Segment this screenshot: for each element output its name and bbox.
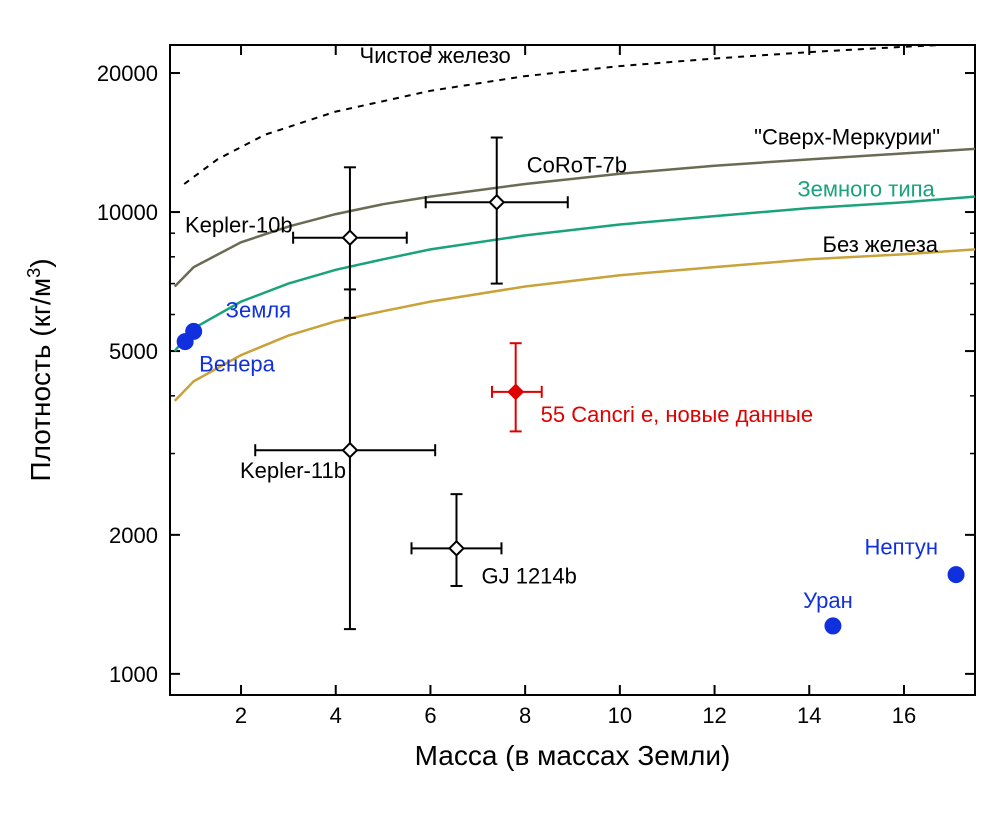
marker-CoRoT-7b xyxy=(490,195,504,209)
label-Kepler-11b: Kepler-11b xyxy=(240,458,346,483)
label-Kepler-10b: Kepler-10b xyxy=(185,213,293,238)
marker-55 Cancri e, новые данные xyxy=(509,385,523,399)
curve-no_iron xyxy=(175,249,975,401)
label-Нептун: Нептун xyxy=(865,535,939,560)
label-Земля: Земля xyxy=(226,297,291,322)
svg-text:4: 4 xyxy=(330,703,342,728)
label-Венера: Венера xyxy=(199,352,276,377)
label-55 Cancri e, новые данные: 55 Cancri e, новые данные xyxy=(541,402,813,427)
label-Уран: Уран xyxy=(803,588,853,613)
curve-label-earth_like: Земного типа xyxy=(797,177,935,202)
svg-text:1000: 1000 xyxy=(109,662,158,687)
exoplanets: Kepler-10b CoRoT-7b Kepler-11b GJ 1214b 55 C… xyxy=(185,138,813,630)
svg-text:8: 8 xyxy=(519,703,531,728)
curve-earth_like xyxy=(175,197,975,352)
svg-text:10000: 10000 xyxy=(97,200,158,225)
marker-Kepler-10b xyxy=(343,231,357,245)
y-axis-label: Плотность (кг/м3) xyxy=(24,258,56,481)
density-mass-chart: 2 4 6 8 10 12 14 16 1000 2000 5000 10000 20000 Масса … xyxy=(0,0,1000,822)
svg-text:16: 16 xyxy=(892,703,916,728)
curve-label-no_iron: Без железа xyxy=(823,232,939,257)
marker-Kepler-11b xyxy=(343,443,357,457)
svg-text:6: 6 xyxy=(424,703,436,728)
marker-GJ 1214b xyxy=(449,541,463,555)
marker-Венера xyxy=(177,334,193,350)
curve-label-super_mercury: "Сверх-Меркурии" xyxy=(754,125,940,150)
svg-text:2: 2 xyxy=(235,703,247,728)
svg-text:2000: 2000 xyxy=(109,523,158,548)
label-GJ 1214b: GJ 1214b xyxy=(481,563,576,588)
marker-Уран xyxy=(825,618,841,634)
svg-text:12: 12 xyxy=(702,703,726,728)
svg-text:10: 10 xyxy=(608,703,632,728)
curve-label-pure_iron: Чистое железо xyxy=(360,43,511,68)
svg-text:14: 14 xyxy=(797,703,821,728)
svg-text:5000: 5000 xyxy=(109,339,158,364)
model-curves xyxy=(175,43,975,401)
marker-Нептун xyxy=(948,567,964,583)
label-CoRoT-7b: CoRoT-7b xyxy=(527,152,627,177)
x-axis-label: Масса (в массах Земли) xyxy=(415,740,731,771)
svg-text:20000: 20000 xyxy=(97,61,158,86)
